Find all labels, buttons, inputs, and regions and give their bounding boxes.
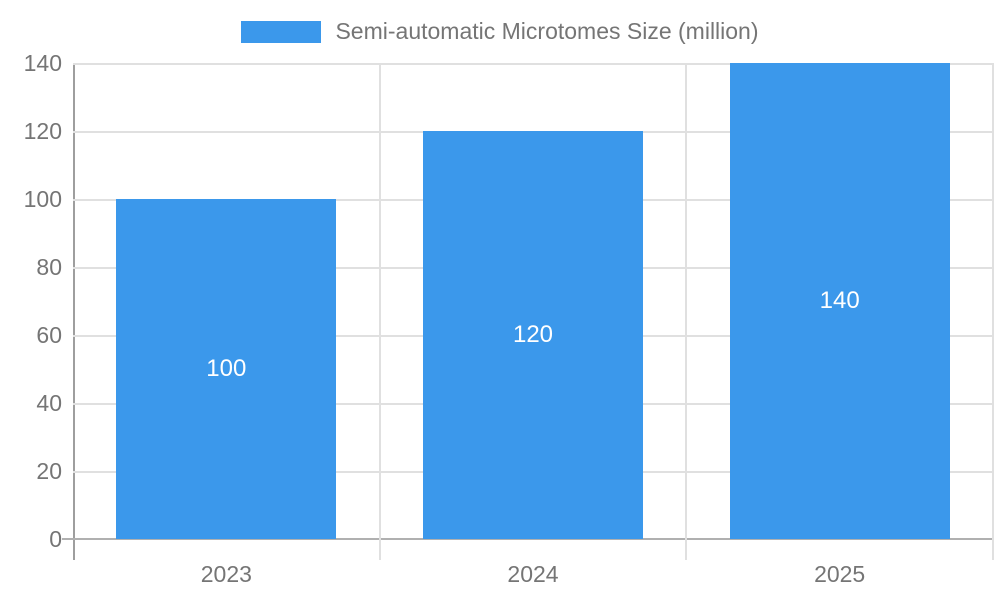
- y-tick-label-60: 60: [36, 322, 62, 348]
- legend-label: Semi-automatic Microtomes Size (million): [335, 18, 759, 44]
- x-tick-label-2024: 2024: [507, 561, 559, 587]
- bar-value-label: 140: [819, 287, 860, 314]
- bar-value-label: 100: [206, 355, 247, 382]
- gridline-x-separator-1: [378, 63, 381, 560]
- x-axis-line: [62, 538, 993, 540]
- gridline-y-140: [73, 63, 993, 65]
- y-tick-label-120: 120: [23, 118, 62, 144]
- plot-area: 100 120 140: [73, 63, 994, 560]
- gridline-x-separator-2: [685, 63, 688, 560]
- y-tick-label-0: 0: [49, 526, 62, 552]
- legend-swatch-icon: [241, 20, 322, 43]
- y-tick-label-80: 80: [36, 254, 62, 280]
- x-tick-label-2023: 2023: [200, 561, 252, 587]
- bar-2025[interactable]: 140: [729, 63, 950, 539]
- y-tick-label-20: 20: [36, 458, 62, 484]
- y-axis-line: [73, 63, 75, 560]
- chart-legend[interactable]: Semi-automatic Microtomes Size (million): [0, 18, 1000, 45]
- bar-2024[interactable]: 120: [423, 131, 643, 539]
- bar-2023[interactable]: 100: [116, 199, 337, 539]
- y-tick-label-140: 140: [23, 50, 62, 76]
- gridline-x-separator-3: [992, 63, 994, 560]
- x-tick-label-2025: 2025: [814, 561, 866, 587]
- y-tick-label-100: 100: [23, 186, 62, 212]
- bar-value-label: 120: [512, 321, 554, 348]
- y-tick-label-40: 40: [36, 390, 62, 416]
